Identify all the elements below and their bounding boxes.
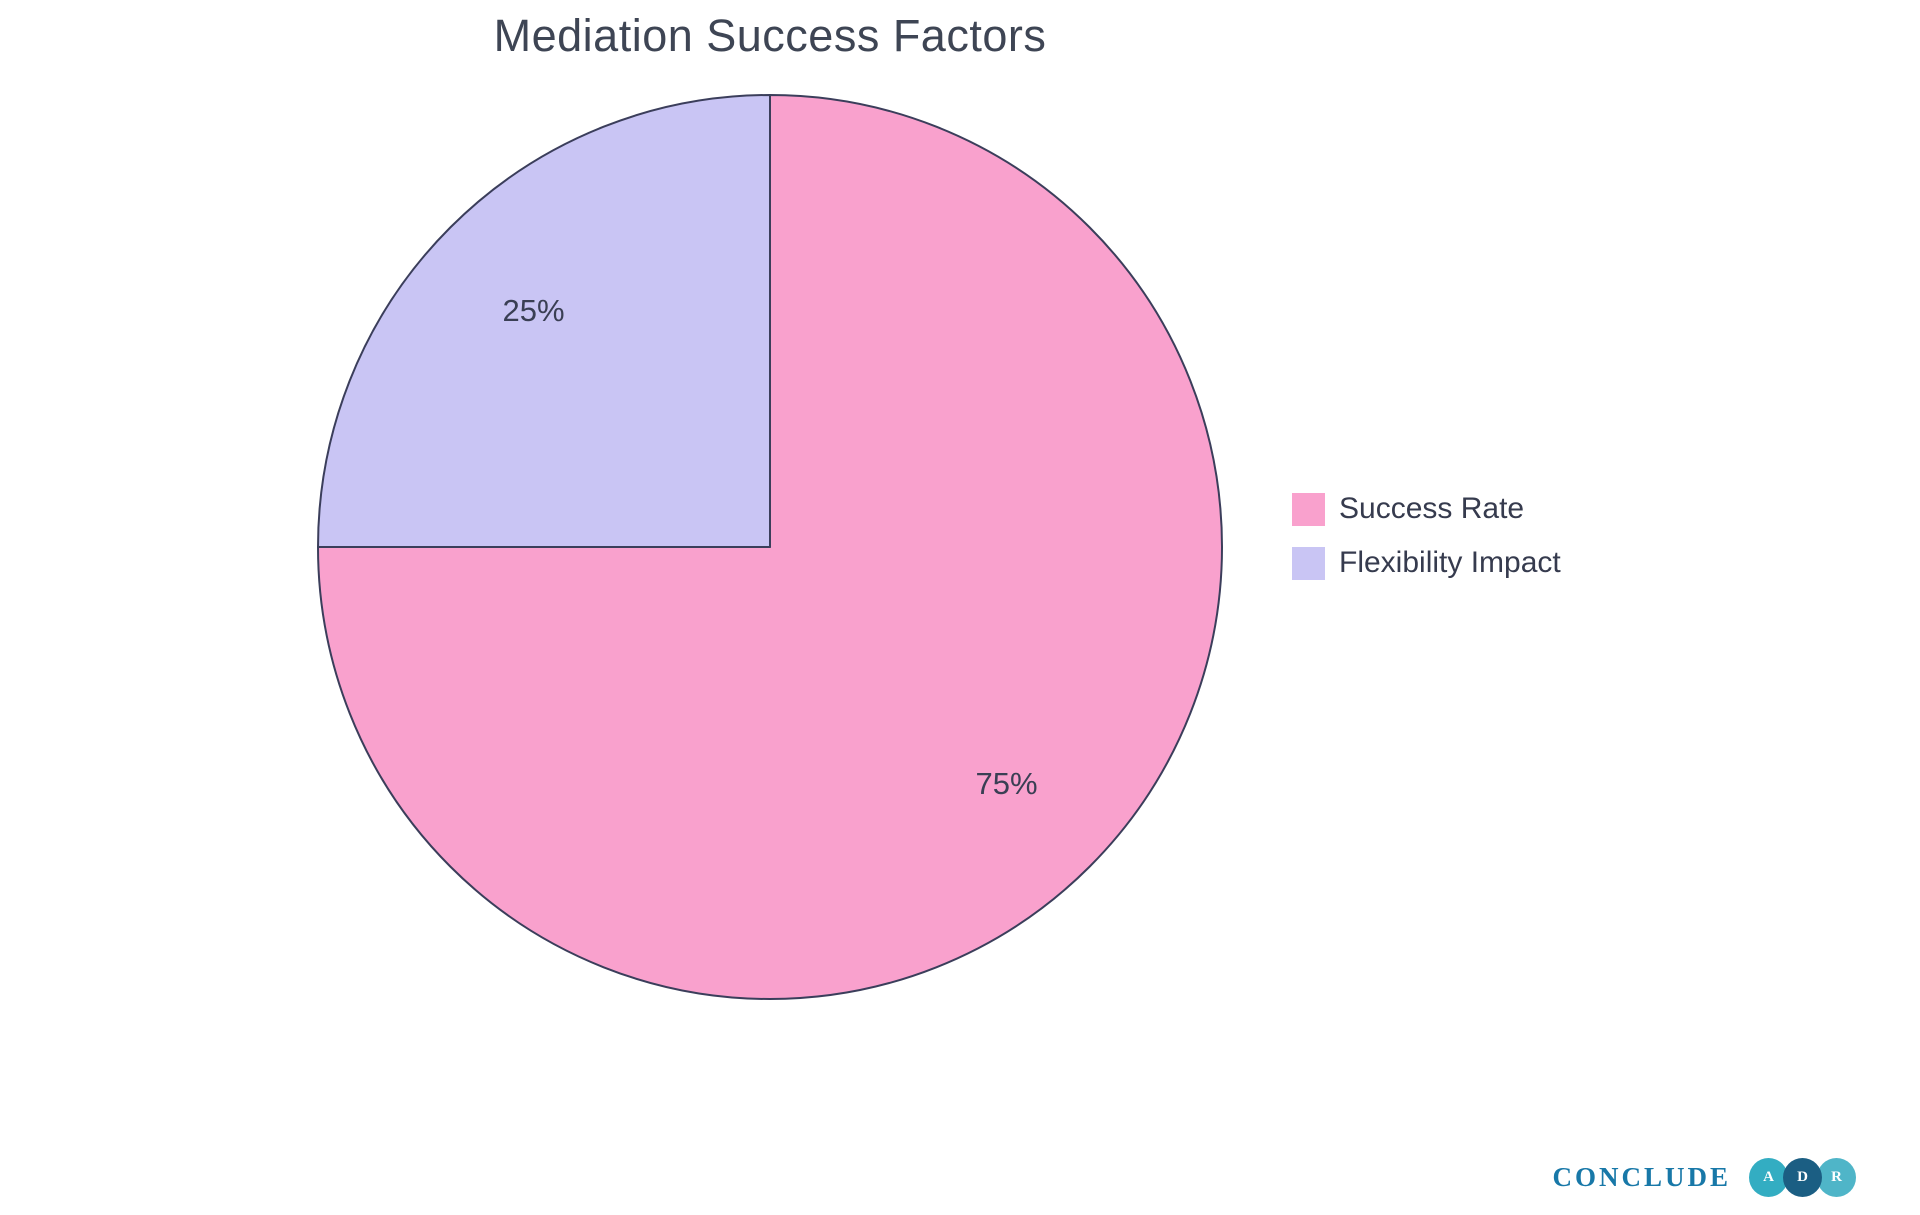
pie-chart: 75% 25% — [317, 94, 1223, 1000]
adr-badge-r: R — [1817, 1158, 1856, 1197]
conclude-wordmark: CONCLUDE — [1552, 1162, 1731, 1192]
legend-item-flexibility-impact: Flexibility Impact — [1292, 546, 1561, 580]
legend-label: Success Rate — [1339, 492, 1525, 525]
legend-item-success-rate: Success Rate — [1292, 492, 1561, 526]
chart-title: Mediation Success Factors — [493, 10, 1047, 61]
chart-legend: Success Rate Flexibility Impact — [1292, 492, 1561, 580]
adr-badge-a: A — [1749, 1158, 1788, 1197]
legend-label: Flexibility Impact — [1339, 546, 1561, 579]
pie-slice-flexibility-impact — [317, 94, 771, 548]
legend-swatch — [1292, 546, 1325, 580]
pie-percent-label: 75% — [975, 766, 1037, 801]
legend-swatch — [1292, 492, 1325, 526]
pie-percent-label: 25% — [502, 293, 564, 328]
pie-slice-success-rate — [317, 94, 1223, 1000]
adr-badge-d: D — [1783, 1158, 1822, 1197]
